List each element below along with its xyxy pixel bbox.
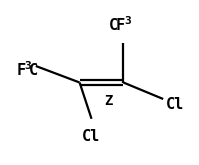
Text: Cl: Cl [81, 129, 100, 144]
Text: C: C [108, 18, 118, 33]
Text: Z: Z [104, 95, 113, 108]
Text: F: F [116, 18, 125, 33]
Text: C: C [29, 63, 38, 78]
Text: F: F [17, 63, 26, 78]
Text: 3: 3 [124, 16, 131, 26]
Text: 3: 3 [24, 61, 31, 71]
Text: Cl: Cl [166, 97, 184, 112]
